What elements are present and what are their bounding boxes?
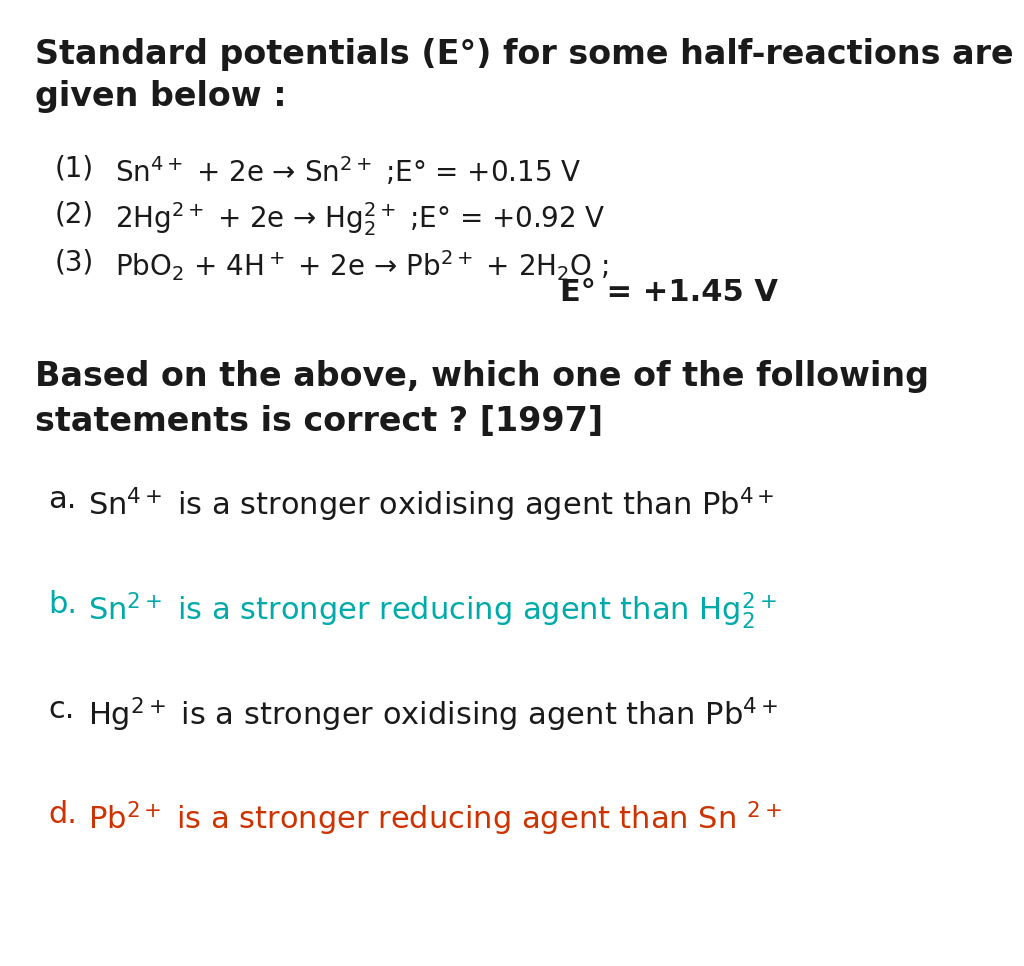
- Text: (1): (1): [55, 155, 94, 183]
- Text: a.: a.: [48, 485, 77, 514]
- Text: $\mathregular{Hg^{2+}}$ is a stronger oxidising agent than $\mathregular{Pb^{4+}: $\mathregular{Hg^{2+}}$ is a stronger ox…: [88, 695, 778, 733]
- Text: E° = +1.45 V: E° = +1.45 V: [560, 278, 778, 307]
- Text: Based on the above, which one of the following: Based on the above, which one of the fol…: [35, 360, 929, 393]
- Text: d.: d.: [48, 800, 77, 829]
- Text: b.: b.: [48, 590, 77, 619]
- Text: $\mathregular{Sn^{4+}}$ + 2e → $\mathregular{Sn^{2+}}$ ;E° = +0.15 V: $\mathregular{Sn^{4+}}$ + 2e → $\mathreg…: [115, 155, 582, 188]
- Text: $\mathregular{Pb^{2+}}$ is a stronger reducing agent than Sn $\mathregular{^{2+}: $\mathregular{Pb^{2+}}$ is a stronger re…: [88, 800, 782, 838]
- Text: Standard potentials (E°) for some half-reactions are: Standard potentials (E°) for some half-r…: [35, 38, 1014, 71]
- Text: $\mathregular{2Hg^{2+}}$ + 2e → $\mathregular{Hg_2^{2+}}$ ;E° = +0.92 V: $\mathregular{2Hg^{2+}}$ + 2e → $\mathre…: [115, 200, 605, 238]
- Text: $\mathregular{Sn^{4+}}$ is a stronger oxidising agent than $\mathregular{Pb^{4+}: $\mathregular{Sn^{4+}}$ is a stronger ox…: [88, 485, 774, 524]
- Text: (2): (2): [55, 200, 94, 228]
- Text: given below :: given below :: [35, 80, 287, 113]
- Text: c.: c.: [48, 695, 75, 724]
- Text: $\mathregular{PbO_2}$ + $\mathregular{4H^+}$ + 2e → $\mathregular{Pb^{2+}}$ + $\: $\mathregular{PbO_2}$ + $\mathregular{4H…: [115, 248, 608, 283]
- Text: statements is correct ? [1997]: statements is correct ? [1997]: [35, 405, 603, 438]
- Text: (3): (3): [55, 248, 94, 276]
- Text: $\mathregular{Sn^{2+}}$ is a stronger reducing agent than $\mathregular{Hg_2^{2+: $\mathregular{Sn^{2+}}$ is a stronger re…: [88, 590, 777, 631]
